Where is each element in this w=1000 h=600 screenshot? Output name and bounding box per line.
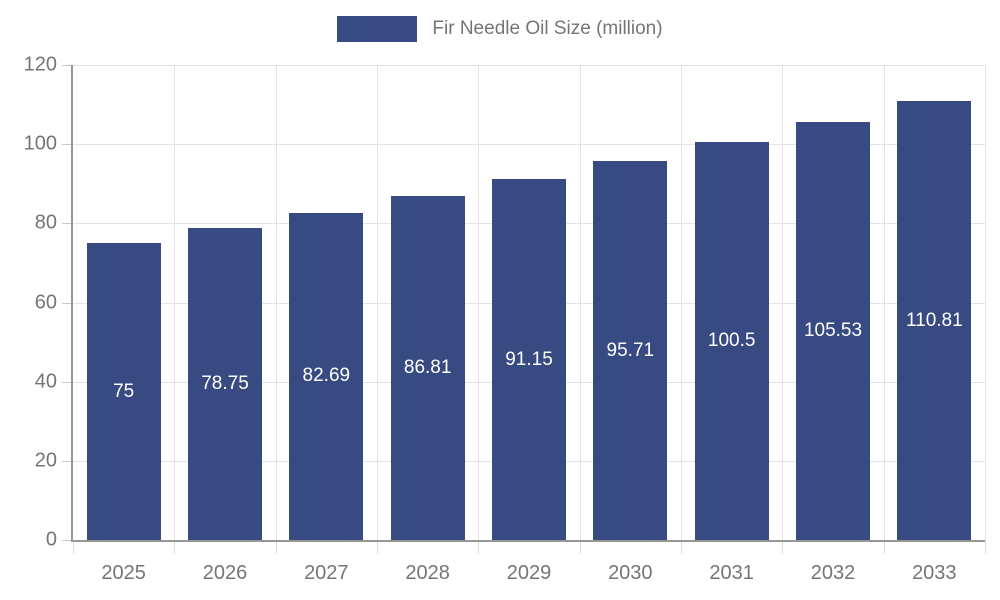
y-axis-tick xyxy=(62,460,73,462)
bar: 95.71 xyxy=(593,161,668,540)
y-axis-tick xyxy=(62,223,73,225)
gridline-horizontal xyxy=(73,144,985,146)
x-axis-tick xyxy=(681,540,682,554)
x-axis-line xyxy=(71,540,985,542)
bar: 100.5 xyxy=(694,142,769,540)
gridline-horizontal xyxy=(73,65,985,66)
gridline-vertical xyxy=(985,65,986,540)
y-tick-label: 80 xyxy=(34,211,57,234)
bar-value-label: 110.81 xyxy=(905,309,963,331)
y-axis-tick xyxy=(62,65,73,66)
x-axis-tick xyxy=(377,540,378,554)
x-tick-label: 2031 xyxy=(709,562,754,584)
x-axis-tick xyxy=(478,540,480,554)
y-axis-line xyxy=(71,65,73,542)
x-axis-tick xyxy=(275,540,277,554)
legend-swatch xyxy=(337,16,418,42)
x-tick-label: 2028 xyxy=(405,562,450,584)
y-axis-tick xyxy=(62,381,73,383)
bar-value-label: 86.81 xyxy=(403,357,452,379)
x-axis-tick xyxy=(174,540,176,554)
bar-value-label: 105.53 xyxy=(803,320,863,342)
x-tick-label: 2026 xyxy=(202,562,248,584)
bar: 105.53 xyxy=(796,122,870,540)
bar: 86.81 xyxy=(390,196,465,540)
x-tick-label: 2029 xyxy=(506,562,552,584)
bar: 110.81 xyxy=(897,101,972,540)
y-axis-tick xyxy=(62,302,73,304)
legend[interactable]: Fir Needle Oil Size (million) xyxy=(0,16,1000,42)
gridline-vertical xyxy=(377,65,378,540)
y-tick-label: 40 xyxy=(34,370,57,393)
x-axis-tick xyxy=(782,540,784,554)
x-tick-label: 2030 xyxy=(608,562,653,584)
bar: 78.75 xyxy=(188,228,262,540)
gridline-vertical xyxy=(681,65,682,540)
x-tick-label: 2027 xyxy=(304,562,349,584)
bar: 91.15 xyxy=(492,179,566,540)
gridline-vertical xyxy=(478,65,480,540)
y-tick-label: 100 xyxy=(23,132,57,155)
y-tick-label: 20 xyxy=(34,449,57,472)
bar-value-label: 95.71 xyxy=(606,339,655,361)
x-axis-tick xyxy=(73,540,74,554)
x-tick-label: 2025 xyxy=(101,562,146,584)
legend-label: Fir Needle Oil Size (million) xyxy=(432,18,663,39)
gridline-vertical xyxy=(782,65,784,540)
x-axis-tick xyxy=(579,540,581,554)
x-axis-tick xyxy=(883,540,885,554)
gridline-vertical xyxy=(174,65,176,540)
bar: 82.69 xyxy=(289,212,364,540)
y-tick-label: 120 xyxy=(23,53,57,76)
gridline-vertical xyxy=(579,65,581,540)
x-tick-label: 2032 xyxy=(810,562,856,584)
bar-value-label: 100.5 xyxy=(707,330,756,352)
y-tick-label: 0 xyxy=(45,528,57,551)
bar-value-label: 75 xyxy=(113,380,135,402)
bar-value-label: 91.15 xyxy=(505,348,553,370)
bar-value-label: 82.69 xyxy=(302,365,351,387)
y-axis-tick xyxy=(62,540,73,541)
x-tick-label: 2033 xyxy=(912,562,957,584)
bar-value-label: 78.75 xyxy=(201,373,249,395)
y-tick-label: 60 xyxy=(34,291,57,313)
gridline-vertical xyxy=(275,65,277,540)
x-axis-tick xyxy=(985,540,986,554)
gridline-vertical xyxy=(883,65,885,540)
y-axis-tick xyxy=(62,144,73,146)
bar: 75 xyxy=(86,243,161,540)
